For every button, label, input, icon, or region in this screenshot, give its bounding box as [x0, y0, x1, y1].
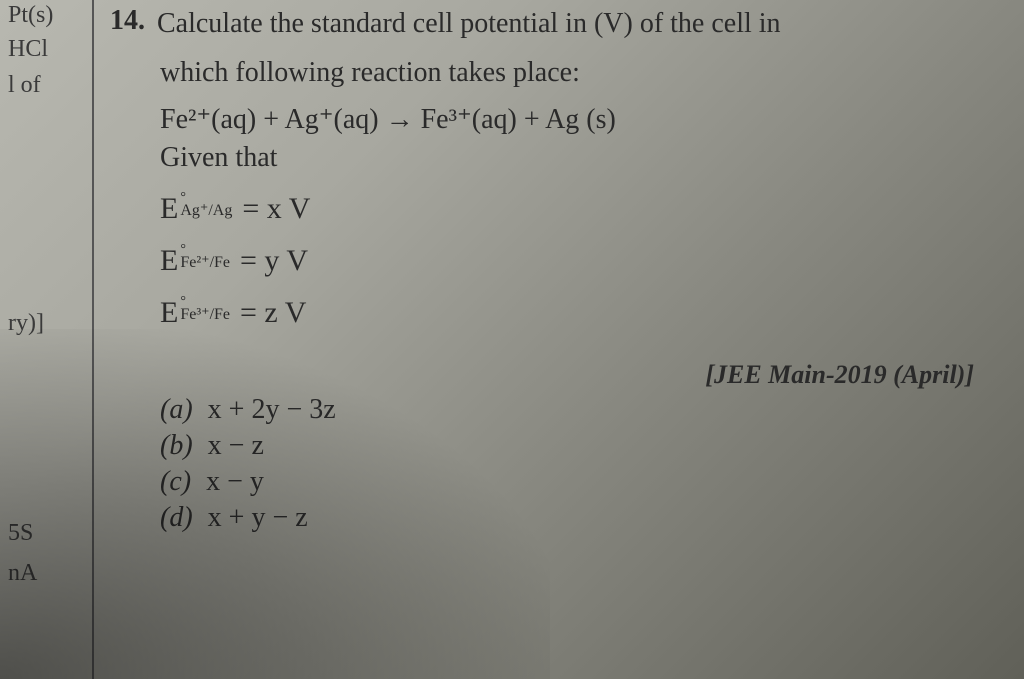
- option-label: (a): [160, 394, 193, 425]
- potential-formula-2: E ° Fe²⁺/Fe = y V: [160, 244, 1004, 278]
- e-letter: E: [160, 244, 178, 278]
- potential-formula-1: E ° Ag⁺/Ag = x V: [160, 192, 1004, 226]
- given-label: Given that: [160, 142, 1004, 174]
- e-letter: E: [160, 192, 178, 226]
- main-content: 14. Calculate the standard cell potentia…: [110, 5, 1004, 534]
- e-subscript: Fe³⁺/Fe: [180, 308, 230, 322]
- option-text: x − z: [208, 430, 264, 461]
- potential-rhs: = y V: [240, 244, 308, 278]
- source-citation: [JEE Main-2019 (April)]: [110, 360, 974, 390]
- option-label: (c): [160, 466, 191, 497]
- e-subscript: Ag⁺/Ag: [180, 204, 232, 218]
- question-text-line2: which following reaction takes place:: [160, 51, 1004, 96]
- margin-text: Pt(s): [8, 2, 53, 29]
- option-text: x + 2y − 3z: [208, 394, 336, 425]
- margin-text: HCl: [8, 36, 48, 63]
- option-label: (d): [160, 502, 193, 533]
- option-text: x − y: [206, 466, 264, 497]
- option-d: (d) x + y − z: [160, 502, 1004, 534]
- potential-rhs: = x V: [242, 192, 310, 226]
- potential-symbol: E ° Fe²⁺/Fe: [160, 244, 230, 278]
- reaction-equation: Fe²⁺(aq) + Ag⁺(aq) → Fe³⁺(aq) + Ag (s): [160, 102, 1004, 136]
- option-label: (b): [160, 430, 193, 461]
- margin-text: ry)]: [8, 310, 44, 337]
- potential-symbol: E ° Ag⁺/Ag: [160, 192, 232, 226]
- potential-formula-3: E ° Fe³⁺/Fe = z V: [160, 296, 1004, 330]
- potential-rhs: = z V: [240, 296, 306, 330]
- page-container: Pt(s) HCl l of ry)] 5S nA 14. Calculate …: [0, 0, 1024, 679]
- left-margin-column: Pt(s) HCl l of ry)] 5S nA: [0, 0, 90, 679]
- option-c: (c) x − y: [160, 466, 1004, 498]
- option-b: (b) x − z: [160, 430, 1004, 462]
- column-divider: [92, 0, 94, 679]
- e-letter: E: [160, 296, 178, 330]
- option-a: (a) x + 2y − 3z: [160, 394, 1004, 426]
- e-subscript: Fe²⁺/Fe: [180, 256, 230, 270]
- question-number: 14.: [110, 5, 145, 37]
- question-header: 14. Calculate the standard cell potentia…: [110, 5, 1004, 43]
- question-text-line1: Calculate the standard cell potential in…: [157, 5, 781, 43]
- margin-text: l of: [8, 72, 41, 99]
- margin-text: 5S: [8, 520, 33, 547]
- margin-text: nA: [8, 560, 37, 587]
- potential-symbol: E ° Fe³⁺/Fe: [160, 296, 230, 330]
- option-text: x + y − z: [208, 502, 308, 533]
